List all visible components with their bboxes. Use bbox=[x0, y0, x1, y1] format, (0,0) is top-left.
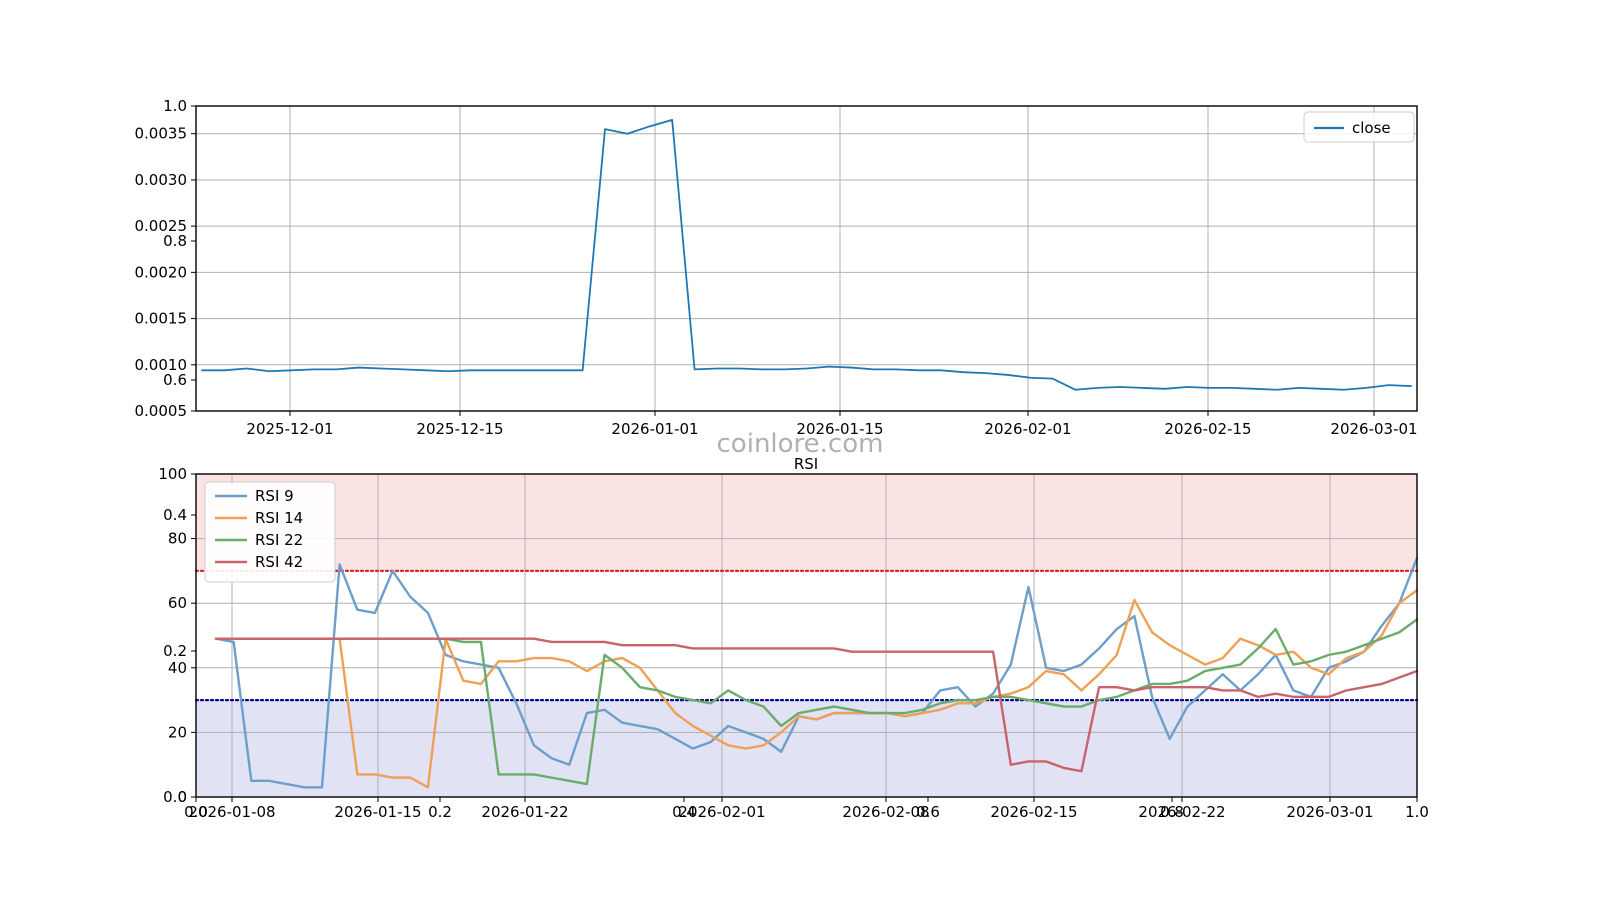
rsi-xtick-label: 2026-02-22 bbox=[1138, 803, 1225, 821]
watermark-text: coinlore.com bbox=[717, 429, 884, 459]
price-ytick-secondary-label: 1.0 bbox=[163, 97, 187, 115]
rsi-ytick-label: 20 bbox=[168, 723, 187, 741]
rsi-ytick-secondary-label: 0.4 bbox=[163, 506, 187, 524]
rsi-legend-label-rsi42: RSI 42 bbox=[255, 553, 303, 571]
rsi-legend-label-rsi14: RSI 14 bbox=[255, 509, 303, 527]
price-ytick-label: 0.0005 bbox=[135, 402, 188, 420]
rsi-ytick-label: 80 bbox=[168, 530, 187, 548]
price-ytick-label: 0.0010 bbox=[135, 356, 188, 374]
rsi-ytick-label: 100 bbox=[158, 465, 187, 483]
price-ytick-secondary-label: 0.8 bbox=[163, 232, 187, 250]
rsi-xtick-label: 2026-01-15 bbox=[334, 803, 421, 821]
rsi-xtick-secondary-label: 0.8 bbox=[1160, 803, 1184, 821]
rsi-xtick-secondary-label: 0.6 bbox=[916, 803, 940, 821]
rsi-line-rsi42 bbox=[214, 637, 1419, 773]
rsi-oversold-zone bbox=[196, 700, 1417, 797]
price-ytick-label: 0.0030 bbox=[135, 171, 188, 189]
price-ytick-label: 0.0035 bbox=[135, 125, 188, 143]
rsi-xtick-label: 2026-01-08 bbox=[188, 803, 275, 821]
rsi-panel: 0 20 40 60 80 100 0.0 0.2 0.4 2026-01-08 2026-01-1… bbox=[158, 455, 1429, 821]
rsi-xtick-label: 2026-02-01 bbox=[678, 803, 765, 821]
rsi-ytick-label: 40 bbox=[168, 659, 187, 677]
price-legend-box bbox=[1303, 111, 1415, 143]
price-plot-background bbox=[196, 106, 1417, 411]
price-xtick-label: 2026-01-01 bbox=[611, 420, 698, 438]
rsi-xtick-secondary-label: 1.0 bbox=[1405, 803, 1429, 821]
rsi-axes-frame bbox=[195, 473, 1418, 798]
rsi-xtick-secondary-label: 0.4 bbox=[672, 803, 696, 821]
price-xtick-label: 2026-02-01 bbox=[984, 420, 1071, 438]
price-ytick-secondary-label: 0.6 bbox=[163, 371, 187, 389]
price-legend: close bbox=[1303, 111, 1415, 143]
rsi-xtick-secondary-label: 0.0 bbox=[184, 803, 208, 821]
rsi-xtick-label: 2026-03-01 bbox=[1286, 803, 1373, 821]
rsi-xtick-label: 2026-02-08 bbox=[842, 803, 929, 821]
price-xtick-label: 2026-01-15 bbox=[796, 420, 883, 438]
rsi-legend-box bbox=[204, 481, 336, 583]
rsi-panel-title: RSI bbox=[794, 455, 818, 473]
rsi-ytick-secondary-label: 0.0 bbox=[163, 788, 187, 806]
rsi-xtick-label: 2026-01-22 bbox=[481, 803, 568, 821]
price-xtick-label: 2026-02-15 bbox=[1164, 420, 1251, 438]
price-line-close bbox=[201, 118, 1412, 391]
rsi-ytick-label: 0 bbox=[177, 788, 187, 806]
price-ytick-label: 0.0015 bbox=[135, 310, 188, 328]
price-xtick-label: 2025-12-01 bbox=[246, 420, 333, 438]
rsi-legend: RSI 9 RSI 14 RSI 22 RSI 42 bbox=[204, 481, 336, 583]
price-xtick-label: 2026-03-01 bbox=[1330, 420, 1417, 438]
price-ytick-label: 0.0025 bbox=[135, 217, 188, 235]
price-axes-frame bbox=[195, 105, 1418, 412]
rsi-overbought-zone bbox=[196, 474, 1417, 571]
rsi-legend-label-rsi22: RSI 22 bbox=[255, 531, 303, 549]
price-legend-label-close: close bbox=[1352, 119, 1391, 137]
price-ytick-label: 0.0020 bbox=[135, 263, 188, 281]
price-panel: 0.0005 0.0010 0.0015 0.0020 0.0025 0.0030 0.00… bbox=[135, 97, 1418, 438]
rsi-xtick-secondary-label: 0.2 bbox=[428, 803, 452, 821]
rsi-ytick-label: 60 bbox=[168, 594, 187, 612]
price-xtick-label: 2025-12-15 bbox=[416, 420, 503, 438]
rsi-legend-label-rsi9: RSI 9 bbox=[255, 487, 294, 505]
rsi-ytick-secondary-label: 0.2 bbox=[163, 642, 187, 660]
rsi-xtick-label: 2026-02-15 bbox=[990, 803, 1077, 821]
rsi-line-rsi14 bbox=[214, 589, 1419, 789]
